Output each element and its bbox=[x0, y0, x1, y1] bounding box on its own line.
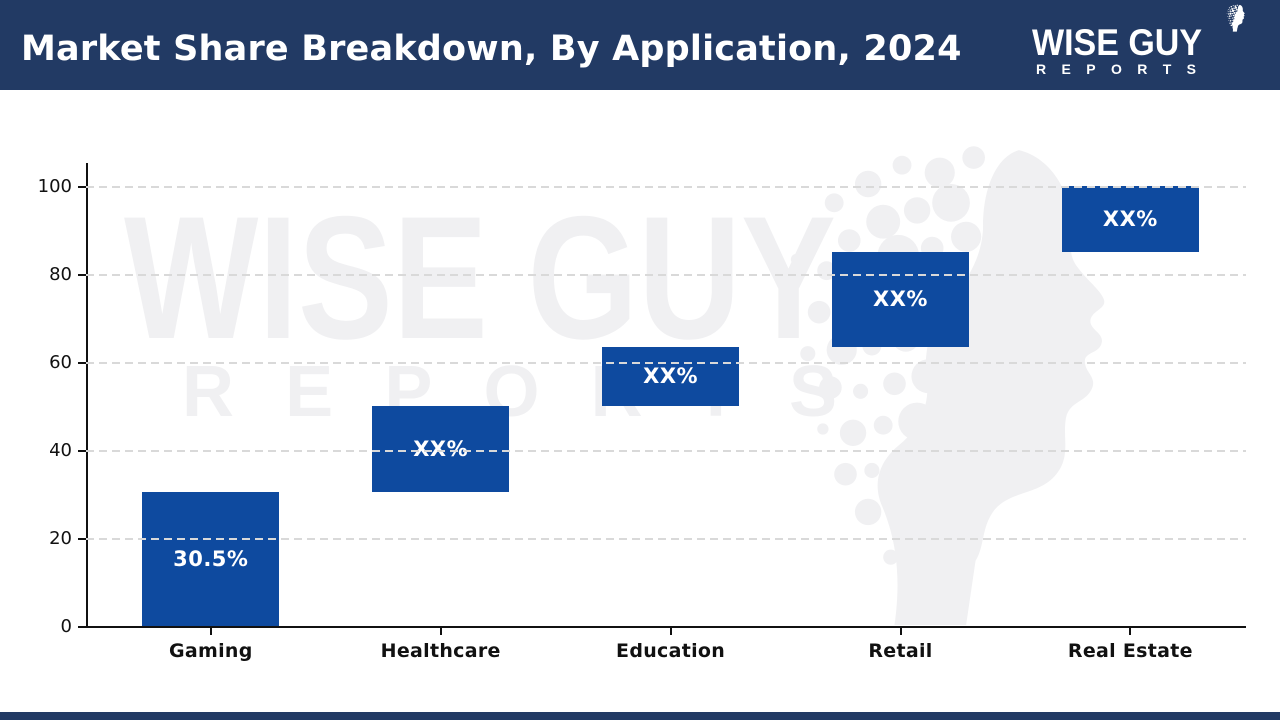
y-axis-tick bbox=[78, 538, 86, 540]
x-axis-category-label: Real Estate bbox=[1067, 640, 1193, 662]
footer-bar bbox=[0, 712, 1280, 720]
brand-logo: WISE GUY REPORTS bbox=[1028, 0, 1268, 90]
x-axis-category-label: Gaming bbox=[168, 640, 253, 662]
x-axis-category-label: Healthcare bbox=[380, 640, 501, 662]
y-axis-tick-label: 0 bbox=[60, 616, 72, 637]
header-bar: Market Share Breakdown, By Application, … bbox=[0, 0, 1280, 90]
gridline bbox=[86, 450, 1246, 452]
bar bbox=[1061, 186, 1199, 252]
waterfall-chart: 0 20 40 60 80 100 30.5% Gaming XX% Healthcare XX% E… bbox=[0, 90, 1280, 712]
gridline bbox=[86, 274, 1246, 276]
y-axis-tick-label: 60 bbox=[49, 352, 72, 373]
y-axis-tick-label: 80 bbox=[49, 264, 72, 285]
gridline bbox=[86, 186, 1246, 188]
gridline bbox=[86, 538, 1246, 540]
y-axis-tick bbox=[78, 450, 86, 452]
x-axis-category-label: Education bbox=[616, 640, 726, 662]
x-axis-tick bbox=[1129, 628, 1132, 635]
bar bbox=[372, 406, 510, 492]
gridline bbox=[86, 362, 1246, 364]
y-axis-tick-label: 20 bbox=[49, 528, 72, 549]
y-axis-tick bbox=[78, 362, 86, 364]
y-axis-tick bbox=[78, 626, 86, 628]
x-axis-tick bbox=[669, 628, 672, 635]
x-axis-tick bbox=[209, 628, 212, 635]
bar bbox=[602, 346, 740, 406]
y-axis-tick-label: 100 bbox=[37, 176, 72, 197]
y-axis-line bbox=[86, 163, 88, 628]
bar bbox=[832, 252, 969, 347]
x-axis-category-label: Retail bbox=[868, 640, 933, 662]
y-axis-tick bbox=[78, 186, 86, 188]
bar-value-label: XX% bbox=[643, 364, 699, 389]
brand-name: WISE GUY bbox=[1032, 22, 1202, 63]
y-axis-tick bbox=[78, 274, 86, 276]
page-title: Market Share Breakdown, By Application, … bbox=[21, 29, 962, 69]
watermark-brand-name: WISE GUY bbox=[124, 182, 836, 376]
bar-value-label: 30.5% bbox=[173, 546, 249, 571]
x-axis-line bbox=[86, 626, 1246, 628]
bar bbox=[142, 491, 280, 626]
bar-value-label: XX% bbox=[413, 436, 469, 461]
x-axis-tick bbox=[899, 628, 902, 635]
brand-subtitle: REPORTS bbox=[1036, 61, 1196, 77]
y-axis-tick-label: 40 bbox=[49, 440, 72, 461]
brand-head-icon bbox=[1227, 5, 1245, 32]
bar-value-label: XX% bbox=[873, 287, 928, 312]
bar-value-label: XX% bbox=[1102, 207, 1158, 231]
x-axis-tick bbox=[439, 628, 442, 635]
